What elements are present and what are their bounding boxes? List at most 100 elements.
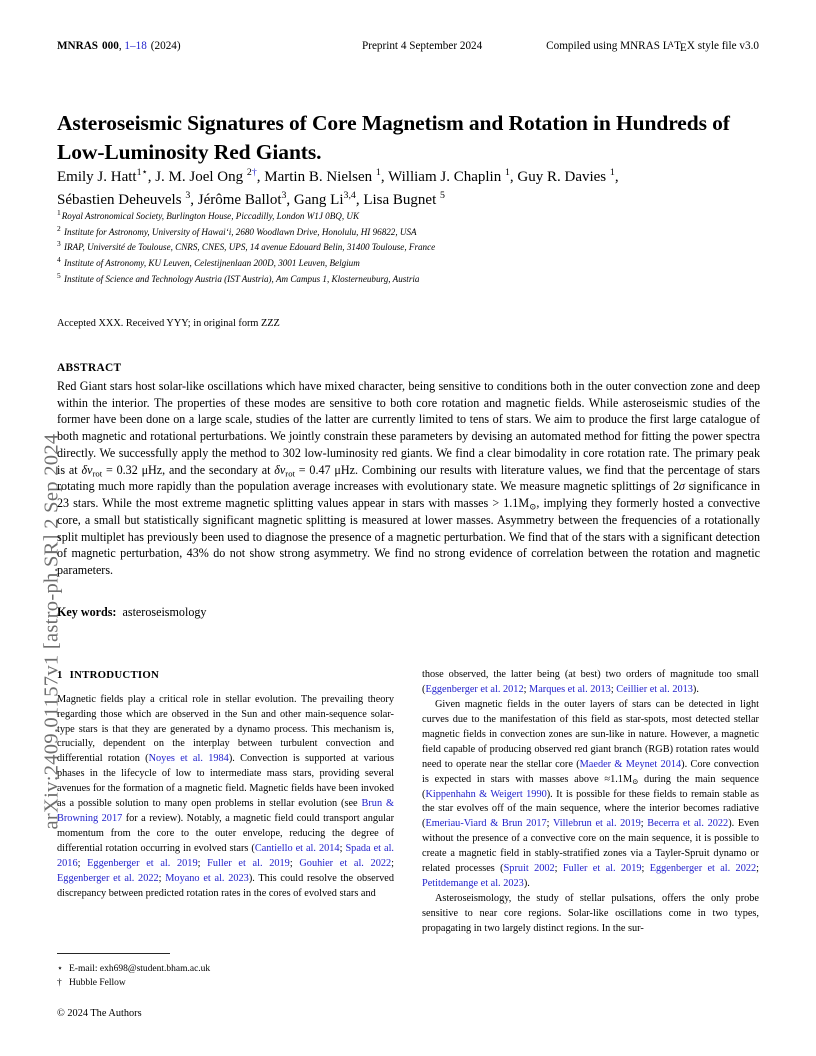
citation-link[interactable]: Villebrun et al. 2019 [552,818,641,830]
section-title: INTRODUCTION [69,669,160,681]
author-name: Gang Li [293,192,344,209]
body-text: ). [692,683,699,695]
section-number: 1 [57,669,63,681]
author-item: Guy R. Davies 1, [517,167,619,185]
body-text: during the main sequence ( [422,773,759,800]
body-text: for a review). Notably, a magnetic field… [57,813,395,855]
affiliation-text: Royal Astronomical Society, Burlington H… [61,211,360,221]
latex-logo: LATEX [662,38,695,55]
citation-link[interactable]: Petitdemange et al. 2023 [422,878,524,890]
author-name: Guy R. Davies [517,169,607,185]
affiliation-number: 2 [57,223,61,233]
author-name: Sébastien Deheuvels [57,192,182,209]
citation-link[interactable]: Maeder & Meynet 2014 [579,758,682,770]
author-note-mark: ⋆ [141,167,148,178]
author-note-mark: † [251,167,257,178]
author-affil-mark: 1 [375,167,381,178]
author-affil-mark: 3,4 [343,190,356,202]
symbol-solar-mass: ⊙ [529,501,537,512]
citation-link[interactable]: Spada et al. 2016 [57,843,395,869]
affiliation-number: 1 [57,207,61,217]
body-text: ). Core convection is expected in stars … [422,758,760,785]
footnote-text: Hubble Fellow [69,978,126,989]
author-item: Emily J. Hatt1⋆, [57,167,156,185]
citation-link[interactable]: Eggenberger et al. 2022 [57,872,159,884]
author-name: Lisa Bugnet [363,192,437,209]
author-affil-mark: 5 [440,190,445,202]
footnote-mark: ⋆ [57,964,63,974]
citation-separator: ; [641,863,650,875]
body-text: ). [523,878,530,890]
author-affil-mark: 2 [246,167,252,178]
compiled-suffix: style file v3.0 [697,40,759,52]
running-head-right: Compiled using MNRAS LATEX style file v3… [546,38,759,55]
citation-link[interactable]: Eggenberger et al. 2019 [87,857,198,869]
keywords: Key words: asteroseismology [57,605,760,620]
abstract-heading: ABSTRACT [57,362,122,374]
author-item: Sébastien Deheuvels 3, [57,190,198,209]
citation-link[interactable]: Fuller et al. 2019 [207,857,290,869]
citation-link[interactable]: Becerra et al. 2022 [647,818,729,830]
body-column-right: those observed, the latter being (at bes… [422,668,759,937]
affiliation-text: Institute of Astronomy, KU Leuven, Celes… [64,257,360,268]
citation-link[interactable]: Eggenberger et al. 2022 [649,863,757,875]
body-text: ). This could resolve the observed discr… [57,872,394,899]
affiliation-number: 4 [57,254,61,264]
preprint-date: Preprint 4 September 2024 [362,40,483,52]
author-name: Emily J. Hatt [57,169,137,185]
citation-separator: ; [158,872,166,884]
citation-link[interactable]: Spruit 2002 [503,863,555,875]
citation-link[interactable]: Eggenberger et al. 2012 [425,683,524,695]
citation-link[interactable]: Noyes et al. 1984 [148,753,229,765]
body-text: ). Even without the presence of a convec… [422,818,759,875]
footnote-list: ⋆ E-mail: exh698@student.bham.ac.uk † Hubb… [57,962,394,990]
citation-separator: ; [523,683,530,695]
body-text: Given magnetic fields in the outer layer… [422,698,759,770]
citation-separator: ; [640,818,648,830]
citation-link[interactable]: Gouhier et al. 2022 [299,857,392,869]
author-list: Emily J. Hatt1⋆, J. M. Joel Ong 2†, Mart… [57,166,762,213]
citation-link[interactable]: Emeriau-Viard & Brun 2017 [425,818,547,830]
citation-link[interactable]: Cantiello et al. 2014 [254,843,340,855]
body-column-left: 1 INTRODUCTION Magnetic fields play a cri… [57,668,394,902]
keywords-label: Key words: [57,605,117,619]
author-affil-mark: 3 [185,190,191,202]
body-text: ). Convection is supported at various ph… [57,753,394,810]
paragraph: Given magnetic fields in the outer layer… [422,698,759,892]
body-text: ). It is possible for these fields to re… [422,788,759,830]
page-range-link[interactable]: 1–18 [124,40,147,52]
page-title: Asteroseismic Signatures of Core Magneti… [57,111,730,164]
author-item: Gang Li3,4, [293,190,364,209]
author-item: Martin B. Nielsen 1, [264,167,389,185]
symbol-solar-mass: ⊙ [632,776,639,786]
body-text: those observed, the latter being (at bes… [422,669,759,695]
compiled-prefix: Compiled using MNRAS [546,40,660,52]
affiliation-text: Institute for Astronomy, University of H… [64,226,417,237]
symbol-delta-nu: δν [274,462,286,477]
affiliation-text: IRAP, Université de Toulouse, CNRS, CNES… [64,242,436,253]
running-head-year: (2024) [150,40,181,52]
author-item: Lisa Bugnet 5 [363,190,445,209]
abstract-text: , implying they formerly hosted a convec… [57,496,761,578]
affiliation-item: 2 Institute for Astronomy, University of… [57,223,762,241]
symbol-subscript-rot: rot [285,468,295,479]
paragraph: those observed, the latter being (at bes… [422,668,759,698]
citation-link[interactable]: Kippenhahn & Weigert 1990 [425,788,547,800]
symbol-subscript-rot: rot [92,468,103,479]
author-affil-mark: 1 [609,167,615,178]
citation-link[interactable]: Moyano et al. 2023 [165,872,249,884]
keywords-value: asteroseismology [122,605,207,619]
citation-link[interactable]: Marques et al. 2013 [529,683,611,695]
citation-link[interactable]: Fuller et al. 2019 [562,863,642,875]
abstract-text: Red Giant stars host solar-like oscillat… [57,379,760,477]
citation-link[interactable]: Ceillier et al. 2013 [616,683,693,695]
citation-separator: ; [77,857,88,869]
abstract-text: significance in 23 stars. While the most… [57,479,760,511]
citation-link[interactable]: Brun & Browning 2017 [57,798,394,825]
affiliation-number: 3 [57,239,61,249]
affiliation-item: 4 Institute of Astronomy, KU Leuven, Cel… [57,256,762,272]
author-name: William J. Chaplin [388,169,502,185]
citation-separator: ; [610,683,617,695]
author-affil-mark: 1 [504,167,510,178]
